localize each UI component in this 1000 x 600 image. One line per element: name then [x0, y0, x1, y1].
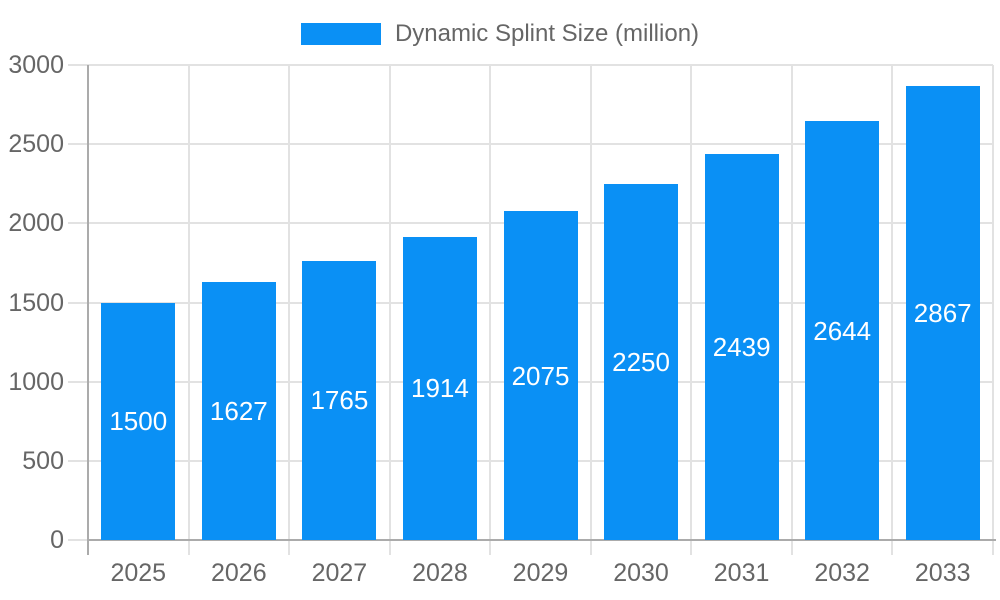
legend-swatch	[300, 23, 381, 45]
x-tick-label: 2028	[412, 559, 468, 587]
h-gridline	[88, 143, 993, 146]
y-tick-label: 3000	[8, 51, 64, 79]
bar-2033[interactable]	[905, 86, 980, 540]
y-tick-label: 2500	[8, 130, 64, 159]
y-tick-label: 0	[50, 526, 64, 554]
legend[interactable]: Dynamic Splint Size (million)	[0, 20, 1000, 48]
bar-2027[interactable]	[302, 260, 377, 540]
y-tick-label: 1000	[8, 367, 64, 396]
x-tick-label: 2033	[914, 559, 971, 587]
y-tick-label: 500	[22, 446, 64, 475]
v-gridline	[489, 65, 492, 540]
y-tick	[68, 301, 88, 304]
bar-2032[interactable]	[805, 121, 880, 540]
y-tick	[68, 222, 88, 225]
bar-value-label: 2250	[612, 346, 670, 377]
v-gridline	[891, 65, 894, 540]
v-gridline	[790, 65, 793, 540]
y-tick	[68, 143, 88, 146]
x-tick-label: 2027	[311, 559, 368, 587]
x-tick	[589, 540, 592, 555]
x-tick	[388, 540, 391, 555]
v-gridline	[187, 65, 190, 540]
x-tick	[288, 540, 291, 555]
v-gridline	[992, 65, 994, 540]
y-axis-line	[87, 65, 89, 555]
x-tick-label: 2031	[713, 559, 770, 587]
x-tick	[489, 540, 492, 555]
x-tick-label: 2025	[110, 559, 167, 587]
y-tick	[68, 459, 88, 462]
x-tick	[992, 540, 994, 555]
v-gridline	[690, 65, 693, 540]
bar-2028[interactable]	[402, 236, 477, 540]
v-gridline	[589, 65, 592, 540]
legend-label: Dynamic Splint Size (million)	[394, 20, 700, 47]
x-tick-label: 2030	[613, 559, 669, 587]
y-tick	[68, 380, 88, 383]
bar-2030[interactable]	[604, 183, 679, 540]
bar-value-label: 1627	[209, 396, 268, 427]
bar-value-label: 1765	[310, 385, 369, 416]
y-tick-label: 2000	[8, 209, 64, 238]
x-tick-label: 2032	[814, 559, 870, 587]
bar-value-label: 1914	[411, 373, 469, 404]
bar-2026[interactable]	[201, 282, 276, 540]
bar-2025[interactable]	[101, 302, 176, 540]
y-tick	[68, 64, 88, 66]
x-tick	[187, 540, 190, 555]
x-tick	[790, 540, 793, 555]
bar-value-label: 2644	[813, 315, 872, 346]
y-tick-label: 1500	[8, 288, 64, 317]
x-axis-line	[87, 539, 996, 541]
x-tick-label: 2029	[512, 559, 569, 587]
bar-value-label: 2075	[511, 360, 570, 391]
v-gridline	[388, 65, 391, 540]
x-tick	[891, 540, 894, 555]
bar-2031[interactable]	[704, 153, 779, 540]
x-tick-label: 2026	[211, 559, 267, 587]
x-tick	[690, 540, 693, 555]
bar-value-label: 2867	[913, 298, 972, 329]
y-tick	[68, 539, 88, 541]
h-gridline	[88, 64, 993, 66]
v-gridline	[288, 65, 291, 540]
bar-value-label: 2439	[712, 331, 771, 362]
bar-2029[interactable]	[503, 211, 578, 540]
bar-value-label: 1500	[109, 406, 168, 437]
